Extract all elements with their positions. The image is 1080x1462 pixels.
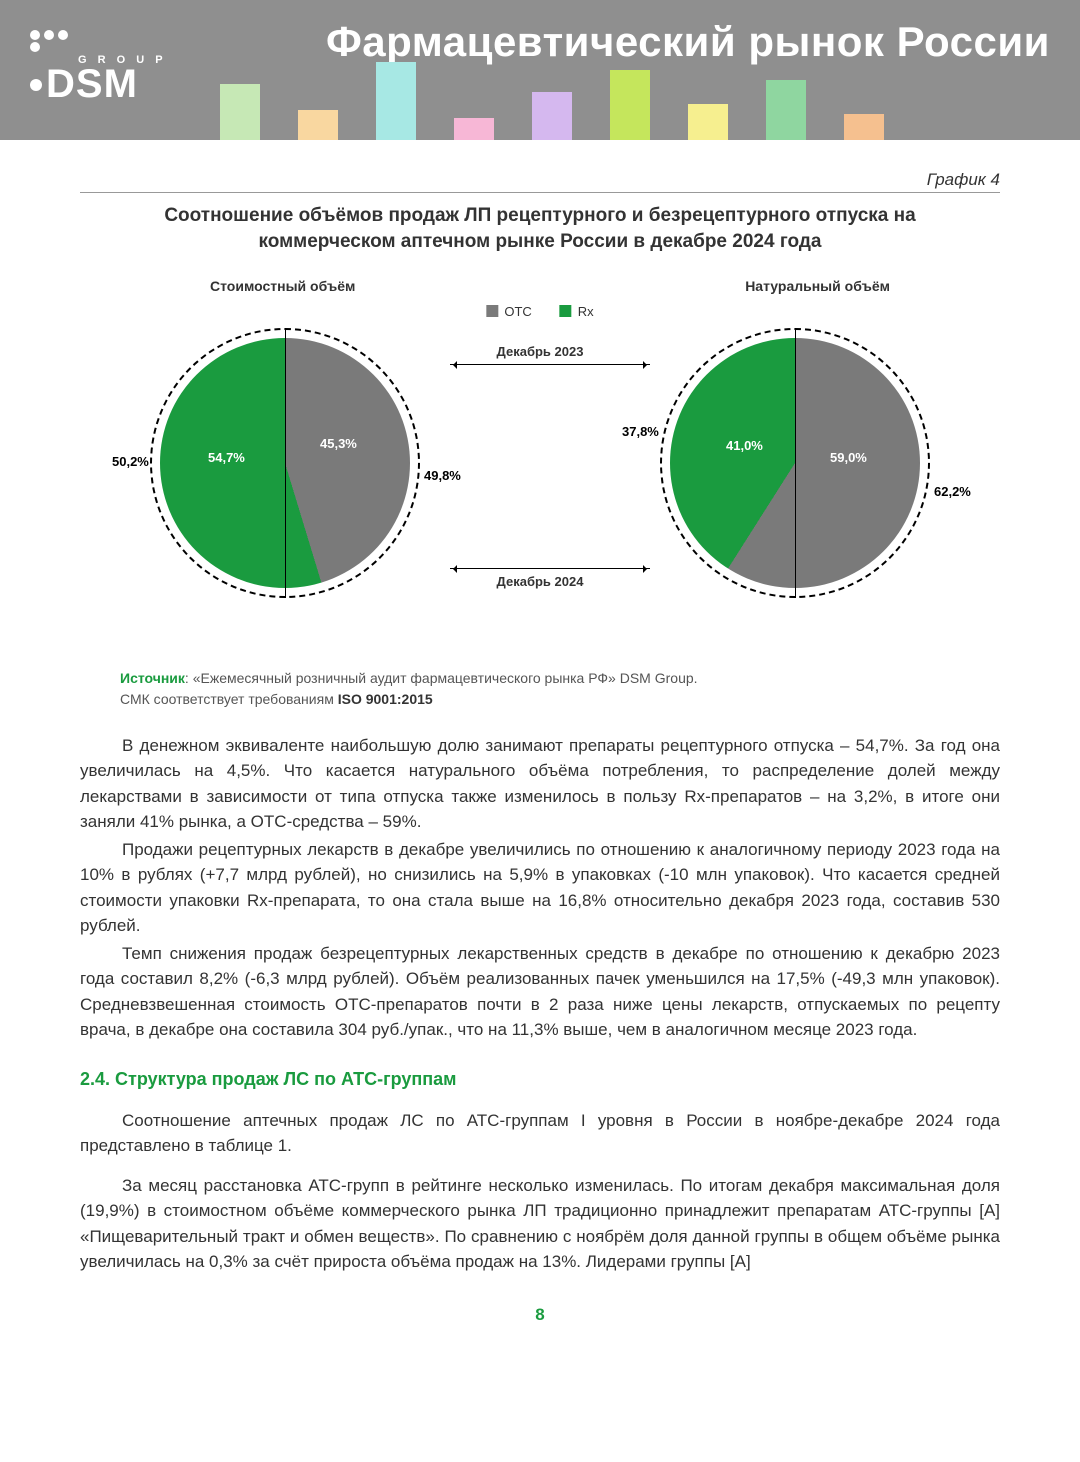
right-otc-pct: 59,0%: [830, 450, 867, 465]
left-pie: 54,7% 45,3% 50,2% 49,8%: [160, 338, 410, 588]
page: G R O U P DSM Фармацевтический рынок Рос…: [0, 0, 1080, 1462]
right-outer-right: 62,2%: [934, 484, 971, 499]
dsm-logo: G R O U P DSM: [30, 30, 167, 102]
left-outer-right: 49,8%: [424, 468, 461, 483]
right-pie-vline: [795, 328, 796, 598]
left-rx-pct: 54,7%: [208, 450, 245, 465]
legend-rx: Rx: [560, 304, 594, 319]
header-decor-bars: [220, 62, 1060, 140]
source-text: : «Ежемесячный розничный аудит фармацевт…: [185, 670, 698, 686]
chart-legend: OTC Rx: [486, 304, 593, 319]
report-header: G R O U P DSM Фармацевтический рынок Рос…: [0, 0, 1080, 140]
chart-area: Стоимостный объём Натуральный объём OTC …: [120, 278, 960, 638]
arrow-bottom: [450, 568, 650, 569]
page-number: 8: [80, 1305, 1000, 1325]
paragraph-1: В денежном эквиваленте наибольшую долю з…: [80, 733, 1000, 835]
right-pie: 41,0% 59,0% 37,8% 62,2%: [670, 338, 920, 588]
left-pie-label: Стоимостный объём: [210, 278, 355, 294]
right-pie-label: Натуральный объём: [745, 278, 890, 294]
chart-title: Соотношение объёмов продаж ЛП рецептурно…: [120, 203, 960, 254]
content-area: График 4 Соотношение объёмов продаж ЛП р…: [0, 140, 1080, 1365]
year-bottom-label: Декабрь 2024: [497, 574, 584, 589]
paragraph-2: Продажи рецептурных лекарств в декабре у…: [80, 837, 1000, 939]
legend-otc: OTC: [486, 304, 531, 319]
left-otc-pct: 45,3%: [320, 436, 357, 451]
paragraph-4: Соотношение аптечных продаж ЛС по АТС-гр…: [80, 1108, 1000, 1159]
source-line2: СМК соответствует требованиям: [120, 691, 338, 707]
right-rx-pct: 41,0%: [726, 438, 763, 453]
source-iso: ISO 9001:2015: [338, 691, 433, 707]
chart-source: Источник: «Ежемесячный розничный аудит ф…: [120, 668, 960, 709]
arrow-top: [450, 364, 650, 365]
left-pie-vline: [285, 328, 286, 598]
figure-label: График 4: [80, 170, 1000, 193]
source-label: Источник: [120, 670, 185, 686]
paragraph-3: Темп снижения продаж безрецептурных лека…: [80, 941, 1000, 1043]
paragraph-5: За месяц расстановка АТС-групп в рейтинг…: [80, 1173, 1000, 1275]
header-title: Фармацевтический рынок России: [326, 18, 1050, 66]
year-top-label: Декабрь 2023: [497, 344, 584, 359]
left-outer-left: 50,2%: [112, 454, 149, 469]
section-heading: 2.4. Структура продаж ЛС по АТС-группам: [80, 1069, 1000, 1090]
right-outer-left: 37,8%: [622, 424, 659, 439]
logo-main-text: DSM: [30, 66, 167, 102]
